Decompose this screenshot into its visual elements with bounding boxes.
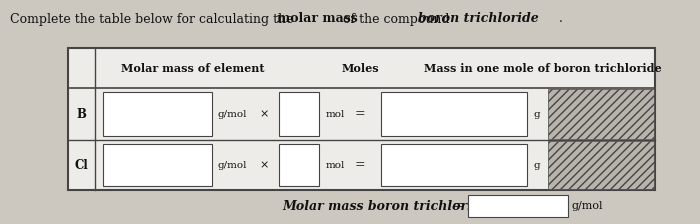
Text: .: .: [559, 13, 563, 26]
Text: =: =: [355, 108, 365, 121]
Text: boron trichloride: boron trichloride: [418, 13, 539, 26]
Text: ×: ×: [259, 160, 269, 170]
Bar: [381, 92, 527, 136]
Text: g: g: [534, 161, 540, 170]
Text: Mass in one mole of boron trichloride: Mass in one mole of boron trichloride: [424, 62, 662, 73]
Text: =: =: [453, 200, 463, 213]
Bar: [103, 92, 212, 136]
Bar: [548, 89, 654, 139]
Text: g/mol: g/mol: [218, 110, 248, 118]
Text: Complete the table below for calculating the: Complete the table below for calculating…: [10, 13, 298, 26]
Bar: [68, 48, 655, 190]
Bar: [548, 141, 654, 189]
Text: ×: ×: [259, 109, 269, 119]
Text: molar mass: molar mass: [277, 13, 358, 26]
Text: Cl: Cl: [75, 159, 88, 172]
Bar: [103, 144, 212, 186]
Text: Moles: Moles: [341, 62, 379, 73]
Text: of the compound: of the compound: [339, 13, 454, 26]
Bar: [468, 195, 568, 217]
Text: Molar mass boron trichloride: Molar mass boron trichloride: [282, 200, 489, 213]
Text: g: g: [534, 110, 540, 118]
Text: B: B: [76, 108, 86, 121]
Bar: [279, 92, 319, 136]
Bar: [381, 144, 527, 186]
Text: =: =: [355, 159, 365, 172]
Text: mol: mol: [326, 161, 345, 170]
Text: g/mol: g/mol: [572, 201, 603, 211]
Text: g/mol: g/mol: [218, 161, 248, 170]
Text: mol: mol: [326, 110, 345, 118]
Bar: [279, 144, 319, 186]
Text: Molar mass of element: Molar mass of element: [120, 62, 265, 73]
